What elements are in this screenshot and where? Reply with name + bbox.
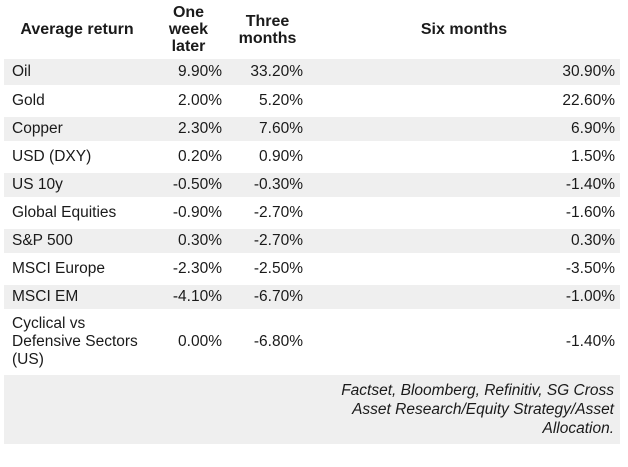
cell-three-months: -0.30% (227, 171, 308, 201)
cell-one-week: 2.00% (150, 87, 227, 117)
cell-six-months: 30.90% (308, 59, 620, 89)
cell-six-months: -1.60% (308, 199, 620, 229)
cell-one-week: -4.10% (150, 283, 227, 313)
cell-asset: Global Equities (4, 199, 150, 229)
cell-asset: USD (DXY) (4, 143, 150, 173)
cell-asset: Copper (4, 115, 150, 145)
footer-row: Factset, Bloomberg, Refinitiv, SG Cross … (4, 371, 620, 444)
header-row: Average return One week later Three mont… (4, 0, 620, 59)
cell-asset: S&P 500 (4, 227, 150, 257)
cell-one-week: 9.90% (150, 59, 227, 89)
table-row: USD (DXY) 0.20% 0.90% 1.50% (4, 143, 620, 173)
column-header-one-week-later: One week later (150, 0, 227, 59)
cell-six-months: 22.60% (308, 87, 620, 117)
cell-asset: Gold (4, 87, 150, 117)
cell-asset: MSCI Europe (4, 255, 150, 285)
column-header-six-months: Six months (308, 0, 620, 59)
cell-three-months: -2.70% (227, 199, 308, 229)
cell-three-months: 33.20% (227, 59, 308, 89)
table-row: Gold 2.00% 5.20% 22.60% (4, 87, 620, 117)
cell-one-week: 0.00% (150, 311, 227, 375)
column-header-three-months-label: Three months (238, 12, 297, 47)
cell-six-months: -1.00% (308, 283, 620, 313)
cell-three-months: -2.70% (227, 227, 308, 257)
average-returns-table: Average return One week later Three mont… (4, 0, 620, 444)
table-row: MSCI EM -4.10% -6.70% -1.00% (4, 283, 620, 313)
column-header-average-return: Average return (4, 0, 150, 59)
cell-six-months: -1.40% (308, 171, 620, 201)
cell-asset: Cyclical vs Defensive Sectors (US) (4, 311, 150, 375)
table-header: Average return One week later Three mont… (4, 0, 620, 59)
cell-six-months: -3.50% (308, 255, 620, 285)
source-note-cell: Factset, Bloomberg, Refinitiv, SG Cross … (4, 371, 620, 444)
table-row: Oil 9.90% 33.20% 30.90% (4, 59, 620, 89)
cell-six-months: -1.40% (308, 311, 620, 375)
table-row: MSCI Europe -2.30% -2.50% -3.50% (4, 255, 620, 285)
source-note: Factset, Bloomberg, Refinitiv, SG Cross … (341, 382, 614, 437)
cell-asset: Oil (4, 59, 150, 89)
cell-one-week: -0.50% (150, 171, 227, 201)
cell-one-week: -2.30% (150, 255, 227, 285)
cell-three-months: 0.90% (227, 143, 308, 173)
cell-one-week: 0.20% (150, 143, 227, 173)
table-row: Copper 2.30% 7.60% 6.90% (4, 115, 620, 145)
table-row: US 10y -0.50% -0.30% -1.40% (4, 171, 620, 201)
cell-one-week: 2.30% (150, 115, 227, 145)
table-row: Cyclical vs Defensive Sectors (US) 0.00% -… (4, 311, 620, 375)
cell-six-months: 6.90% (308, 115, 620, 145)
cell-three-months: 5.20% (227, 87, 308, 117)
cell-asset: MSCI EM (4, 283, 150, 313)
cell-one-week: -0.90% (150, 199, 227, 229)
column-header-three-months: Three months (227, 0, 308, 59)
cell-asset: US 10y (4, 171, 150, 201)
cell-six-months: 0.30% (308, 227, 620, 257)
cell-one-week: 0.30% (150, 227, 227, 257)
table-footer: Factset, Bloomberg, Refinitiv, SG Cross … (4, 371, 620, 444)
column-header-one-week-later-label: One week later (168, 4, 209, 55)
cell-three-months: -6.80% (227, 311, 308, 375)
cell-six-months: 1.50% (308, 143, 620, 173)
cell-three-months: -6.70% (227, 283, 308, 313)
table-row: Global Equities -0.90% -2.70% -1.60% (4, 199, 620, 229)
table-body: Oil 9.90% 33.20% 30.90% Gold 2.00% 5.20% 22.60%… (4, 59, 620, 375)
table-row: S&P 500 0.30% -2.70% 0.30% (4, 227, 620, 257)
cell-three-months: 7.60% (227, 115, 308, 145)
cell-three-months: -2.50% (227, 255, 308, 285)
